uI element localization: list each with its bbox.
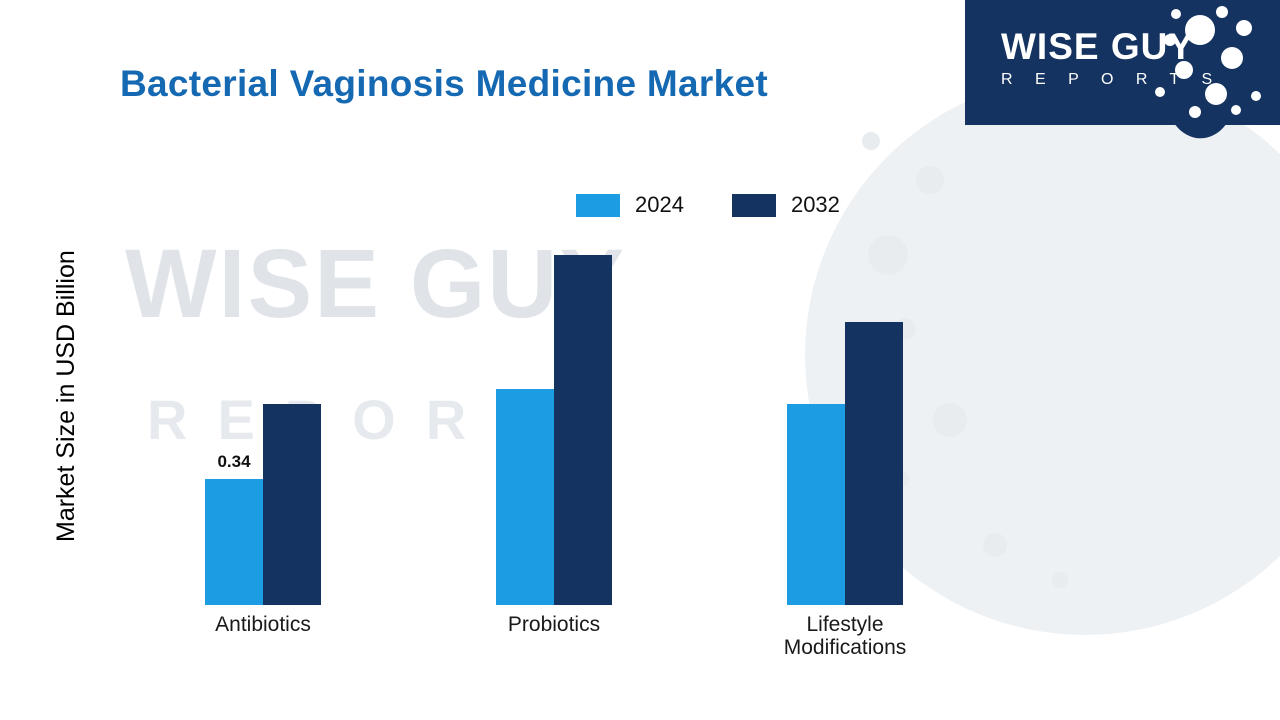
bar-value-label: 0.34: [217, 452, 251, 471]
bar-2032-probiotics: [554, 255, 612, 605]
logo-text: WISE GUY R E P O R T S: [1001, 28, 1221, 89]
bar-2024-lifestyle-modifications: [787, 404, 845, 605]
legend-label-2032: 2032: [790, 192, 840, 217]
wiseguy-logo: WISE GUY R E P O R T S: [965, 0, 1280, 139]
page-title: Bacterial Vaginosis Medicine Market: [120, 62, 768, 104]
logo-reports-text: R E P O R T S: [1001, 71, 1222, 88]
face-profile-icon: [1155, 0, 1265, 139]
category-label-antibiotics: Antibiotics: [215, 613, 311, 636]
legend: 2024 2032: [576, 192, 840, 218]
legend-swatch-2024: [576, 193, 620, 217]
bar-group-lifestyle-modifications: [787, 322, 903, 605]
logo-wiseguy-text: WISE GUY: [1001, 26, 1195, 67]
category-label-probiotics: Probiotics: [507, 613, 601, 636]
legend-item-2032: 2032: [731, 192, 840, 218]
watermark-bubble: [933, 403, 967, 437]
bar-2032-lifestyle-modifications: [845, 322, 903, 605]
bar-2032-antibiotics: [263, 404, 321, 605]
watermark-bubble: [862, 132, 880, 150]
watermark-bubble: [868, 235, 908, 275]
watermark-bubble: [983, 533, 1007, 557]
watermark-bubble: [1052, 572, 1068, 588]
watermark-wiseguy-text: WISE GUY: [125, 229, 627, 338]
bar-2024-probiotics: [496, 389, 554, 605]
legend-label-2024: 2024: [635, 192, 684, 217]
legend-item-2024: 2024: [576, 192, 684, 218]
watermark-bubble: [916, 166, 944, 194]
bar-2024-antibiotics: 0.34: [205, 452, 263, 605]
bar-group-antibiotics: 0.34: [205, 404, 321, 605]
legend-swatch-2032: [731, 193, 776, 217]
category-label-lifestyle-modifications: Lifestyle Modifications: [783, 613, 907, 660]
bar-group-probiotics: [496, 255, 612, 605]
